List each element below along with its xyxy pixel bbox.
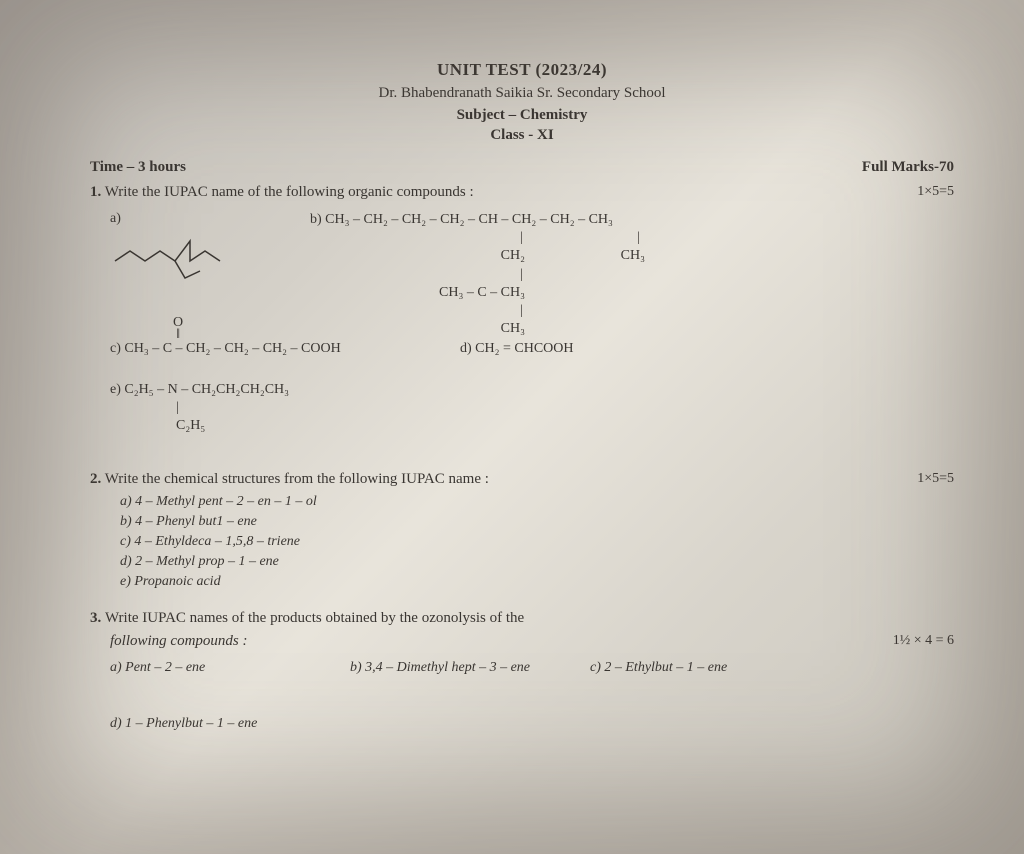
q3-row: following compounds : 1½ × 4 = 6 xyxy=(110,633,954,650)
q1b-ch2: CH₂ xyxy=(310,247,525,265)
subject-line: Subject – Chemistry xyxy=(90,107,954,124)
q3-header: 3. Write IUPAC names of the products obt… xyxy=(90,610,954,627)
q2-marks: 1×5=5 xyxy=(917,471,954,488)
exam-title: UNIT TEST (2023/24) xyxy=(90,60,954,80)
q1-option-e: e) C₂H₅ – N – CH₂CH₂CH₂CH₃ | C₂H₅ xyxy=(110,381,289,436)
q1b-line4: CH₃ xyxy=(310,320,525,338)
paper-header: UNIT TEST (2023/24) Dr. Bhabendranath Sa… xyxy=(90,60,954,144)
q2-item-e: e) Propanoic acid xyxy=(120,574,954,590)
q1-header: 1. Write the IUPAC name of the following… xyxy=(90,184,954,201)
q2-item-c: c) 4 – Ethyldeca – 1,5,8 – triene xyxy=(120,534,954,550)
q3-marks: 1½ × 4 = 6 xyxy=(893,633,954,650)
q3-number: 3. xyxy=(90,610,101,626)
school-name: Dr. Bhabendranath Saikia Sr. Secondary S… xyxy=(90,85,954,102)
q1b-ch3: CH₃ xyxy=(525,247,645,265)
q1-option-d: d) CH₂ = CHCOOH xyxy=(460,341,574,357)
q2-item-b: b) 4 – Phenyl but1 – ene xyxy=(120,514,954,530)
q3-block: 3. Write IUPAC names of the products obt… xyxy=(90,610,954,732)
q1e-line2: C₂H₅ xyxy=(176,417,289,435)
q1-option-a: a) xyxy=(110,211,121,227)
q2-text: Write the chemical structures from the f… xyxy=(105,471,489,487)
meta-row: Time – 3 hours Full Marks-70 xyxy=(90,159,954,176)
q1-body: a) b) CH₃ – CH₂ – CH₂ – CH₂ – CH – CH₂ –… xyxy=(110,211,954,451)
q2-number: 2. xyxy=(90,471,101,487)
q1-option-b: b) CH₃ – CH₂ – CH₂ – CH₂ – CH – CH₂ – CH… xyxy=(310,211,645,338)
q1c-label: c) xyxy=(110,341,121,356)
q1d-formula: CH₂ = CHCOOH xyxy=(475,341,573,356)
class-line: Class - XI xyxy=(90,127,954,144)
q1b-label: b) xyxy=(310,212,322,227)
q3-text: Write IUPAC names of the products obtain… xyxy=(105,610,524,626)
q1a-label: a) xyxy=(110,211,121,226)
q1b-line3: CH₃ – C – CH₃ xyxy=(290,284,525,302)
q2-header: 2. Write the chemical structures from th… xyxy=(90,471,954,488)
q3-opt-b: b) 3,4 – Dimethyl hept – 3 – ene xyxy=(350,660,550,676)
q1d-label: d) xyxy=(460,341,472,356)
q1-marks: 1×5=5 xyxy=(917,184,954,201)
q3-opt-a: a) Pent – 2 – ene xyxy=(110,660,310,676)
q1-text: 1. Write the IUPAC name of the following… xyxy=(90,184,474,201)
q2-block: 2. Write the chemical structures from th… xyxy=(90,471,954,590)
time-label: Time – 3 hours xyxy=(90,159,186,176)
q1-option-c: O ‖ c) CH₃ – C – CH₂ – CH₂ – CH₂ – COOH xyxy=(110,341,341,357)
fullmarks-label: Full Marks-70 xyxy=(862,159,954,176)
q2-text-wrap: 2. Write the chemical structures from th… xyxy=(90,471,489,488)
q3-text2: following compounds : xyxy=(110,633,248,650)
exam-paper: UNIT TEST (2023/24) Dr. Bhabendranath Sa… xyxy=(0,0,1024,772)
q2-list: a) 4 – Methyl pent – 2 – en – 1 – ol b) … xyxy=(120,494,954,590)
q1e-label: e) xyxy=(110,382,121,397)
q3-opt-c: c) 2 – Ethylbut – 1 – ene xyxy=(590,660,790,676)
q2-item-a: a) 4 – Methyl pent – 2 – en – 1 – ol xyxy=(120,494,954,510)
q1-number: 1. xyxy=(90,184,101,200)
q3-options: a) Pent – 2 – ene b) 3,4 – Dimethyl hept… xyxy=(110,660,954,732)
q3-opt-d: d) 1 – Phenylbut – 1 – ene xyxy=(110,716,310,732)
q2-item-d: d) 2 – Methyl prop – 1 – ene xyxy=(120,554,954,570)
q1b-line1: CH₃ – CH₂ – CH₂ – CH₂ – CH – CH₂ – CH₂ –… xyxy=(325,212,613,227)
q1-question: Write the IUPAC name of the following or… xyxy=(105,184,474,200)
skeletal-structure-icon xyxy=(110,236,250,296)
q1e-line1: C₂H₅ – N – CH₂CH₂CH₂CH₃ xyxy=(124,382,289,397)
q1c-formula: CH₃ – C – CH₂ – CH₂ – CH₂ – COOH xyxy=(124,341,340,356)
